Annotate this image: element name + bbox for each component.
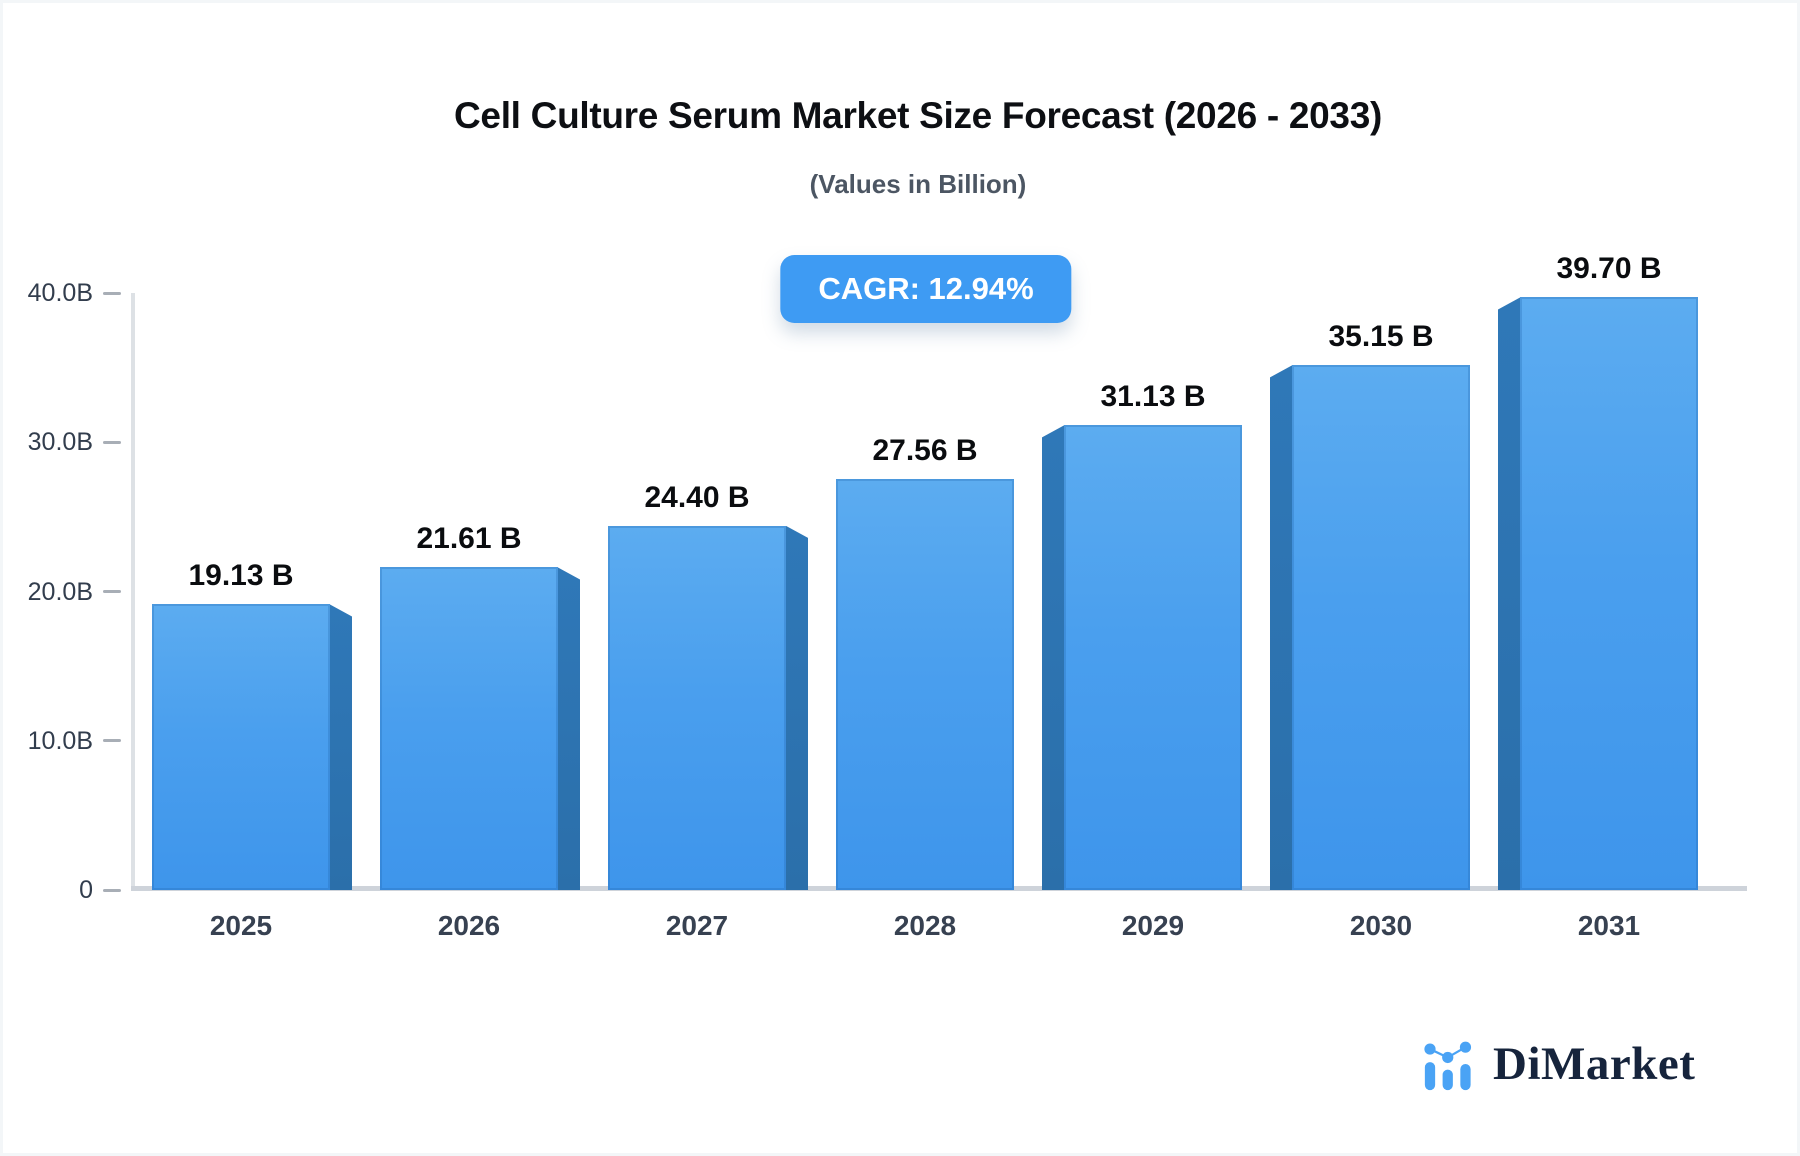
y-tick-mark [103, 888, 121, 892]
y-tick-mark [103, 440, 121, 444]
y-tick-mark [103, 590, 121, 593]
bar-value-label: 31.13 B [1100, 380, 1206, 414]
bar-side-panel [786, 525, 808, 890]
y-tick-mark [103, 739, 121, 743]
y-tick-label: 10.0B [27, 726, 93, 755]
bar-value-label: 21.61 B [416, 522, 522, 556]
chart-subtitle: (Values in Billion) [809, 169, 1027, 199]
bar-face [1064, 425, 1242, 890]
bar-side-panel [1498, 297, 1520, 890]
y-tick-label: 40.0B [27, 279, 93, 307]
bar-value-label: 27.56 B [872, 433, 978, 467]
x-axis-label: 2031 [1577, 910, 1641, 941]
bar-2025 [152, 604, 352, 890]
bar-2029 [1042, 425, 1242, 890]
x-axis-label: 2026 [437, 910, 501, 941]
bar-chart-logo-icon [1424, 1041, 1472, 1091]
x-axis-label: 2028 [893, 910, 957, 941]
bar-face [836, 478, 1014, 890]
y-tick-label: 0 [79, 876, 93, 904]
bar-2028 [836, 478, 1014, 890]
bar-2031 [1498, 297, 1698, 890]
cagr-badge: CAGR: 12.94% [780, 255, 1072, 323]
x-axis-label: 2029 [1121, 910, 1185, 941]
x-axis-label: 2025 [209, 910, 273, 941]
bar-face [1292, 365, 1470, 890]
bar-value-label: 19.13 B [188, 559, 294, 593]
chart-title: Cell Culture Serum Market Size Forecast … [454, 95, 1382, 136]
bar-face [608, 525, 786, 890]
bar-2027 [608, 525, 808, 890]
brand-logo: DiMarket [1423, 1037, 1695, 1091]
bar-face [380, 567, 558, 890]
bar-2026 [380, 567, 580, 890]
bar-side-panel [330, 604, 352, 890]
bar-side-panel [1042, 425, 1064, 890]
bar-value-label: 39.70 B [1556, 252, 1662, 286]
bar-value-label: 24.40 B [644, 480, 750, 514]
x-axis-label: 2030 [1349, 910, 1413, 941]
bar-2030 [1270, 365, 1470, 890]
y-axis-line [131, 293, 135, 890]
bar-side-panel [558, 567, 580, 890]
bar-face [152, 604, 330, 890]
bar-value-label: 35.15 B [1328, 320, 1434, 354]
bar-side-panel [1270, 365, 1292, 890]
bar-face [1520, 297, 1698, 890]
y-tick-label: 30.0B [27, 428, 93, 457]
brand-name: DiMarket [1493, 1038, 1696, 1090]
y-tick-label: 20.0B [27, 577, 93, 606]
x-axis-label: 2027 [665, 910, 729, 941]
y-tick-mark [103, 291, 121, 295]
